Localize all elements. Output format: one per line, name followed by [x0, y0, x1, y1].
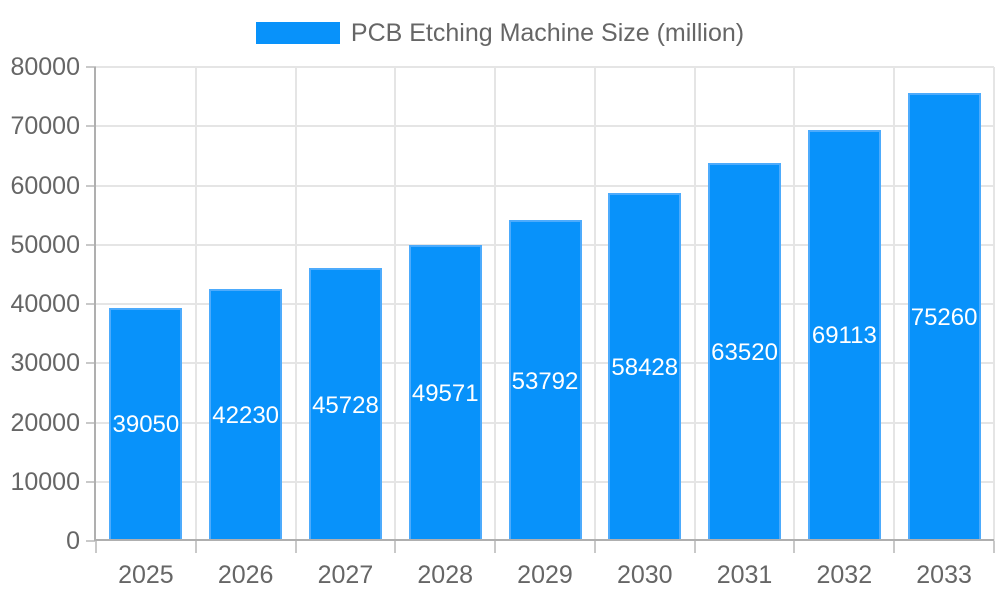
bar-value-label: 58428 [611, 353, 679, 381]
gridline-vertical [993, 67, 995, 541]
bar[interactable]: 69113 [807, 129, 881, 541]
gridline-horizontal [96, 66, 994, 68]
y-tick-label: 70000 [10, 112, 80, 141]
bar[interactable]: 53792 [508, 220, 582, 541]
x-tick-label: 2029 [517, 561, 573, 589]
gridline-horizontal [96, 184, 994, 187]
x-tick-label: 2026 [217, 561, 274, 589]
bar-value-label: 69113 [811, 322, 877, 350]
legend-label: PCB Etching Machine Size (million) [350, 18, 745, 47]
bar-value-label: 49571 [411, 380, 479, 408]
y-axis-tick [86, 184, 96, 187]
x-tick-label: 2032 [816, 561, 873, 589]
x-tick-label: 2031 [716, 561, 773, 589]
x-axis-tick [394, 541, 397, 553]
x-axis-tick [194, 541, 197, 553]
gridline-vertical [494, 67, 497, 541]
legend-swatch [255, 22, 340, 44]
bar-value-label: 39050 [112, 411, 180, 439]
bar[interactable]: 45728 [308, 268, 382, 541]
y-tick-label: 60000 [10, 171, 80, 200]
bar[interactable]: 42230 [209, 288, 283, 541]
bar[interactable]: 49571 [408, 245, 482, 541]
bar-value-label: 75260 [910, 304, 978, 332]
bar[interactable]: 63520 [708, 162, 782, 541]
y-tick-label: 30000 [10, 349, 80, 378]
x-tick-label: 2028 [417, 561, 474, 589]
y-axis-line [94, 67, 96, 541]
y-tick-label: 50000 [10, 230, 80, 259]
bar[interactable]: 39050 [109, 307, 183, 541]
gridline-vertical [793, 67, 796, 541]
y-axis-tick [86, 243, 96, 246]
gridline-vertical [893, 67, 896, 541]
y-axis-tick [86, 303, 96, 305]
x-axis-tick [993, 541, 995, 553]
y-tick-label: 20000 [10, 408, 80, 437]
bar[interactable]: 75260 [907, 93, 981, 541]
y-axis-tick [86, 540, 96, 542]
gridline-vertical [194, 67, 197, 541]
x-axis-tick [294, 541, 297, 553]
bar-value-label: 42230 [212, 401, 280, 429]
bar-value-label: 63520 [711, 338, 778, 366]
x-tick-label: 2030 [616, 561, 673, 589]
bar-value-label: 53792 [511, 367, 579, 395]
x-axis-tick [494, 541, 497, 553]
y-axis-tick [86, 480, 96, 483]
x-tick-label: 2033 [916, 561, 972, 589]
y-tick-label: 40000 [10, 290, 80, 318]
bar[interactable]: 58428 [608, 192, 682, 541]
gridline-vertical [294, 67, 297, 541]
gridline-vertical [593, 67, 596, 541]
x-tick-label: 2025 [118, 561, 174, 589]
y-tick-label: 0 [66, 527, 80, 555]
gridline-vertical [693, 67, 696, 541]
x-axis-tick [893, 541, 896, 553]
y-axis-tick [86, 421, 96, 424]
bar-value-label: 45728 [312, 391, 379, 419]
y-tick-label: 10000 [10, 467, 80, 496]
x-axis-tick [793, 541, 796, 553]
y-tick-label: 80000 [10, 53, 80, 81]
y-axis-tick [86, 125, 96, 128]
gridline-vertical [394, 67, 397, 541]
x-tick-label: 2027 [317, 561, 374, 589]
x-axis-tick [593, 541, 596, 553]
legend-item[interactable]: PCB Etching Machine Size (million) [0, 18, 1000, 48]
x-axis-tick [95, 541, 97, 553]
x-axis-tick [693, 541, 696, 553]
y-axis-tick [86, 362, 96, 365]
y-axis-tick [86, 66, 96, 68]
x-axis-line [94, 539, 994, 541]
gridline-horizontal [96, 125, 994, 128]
